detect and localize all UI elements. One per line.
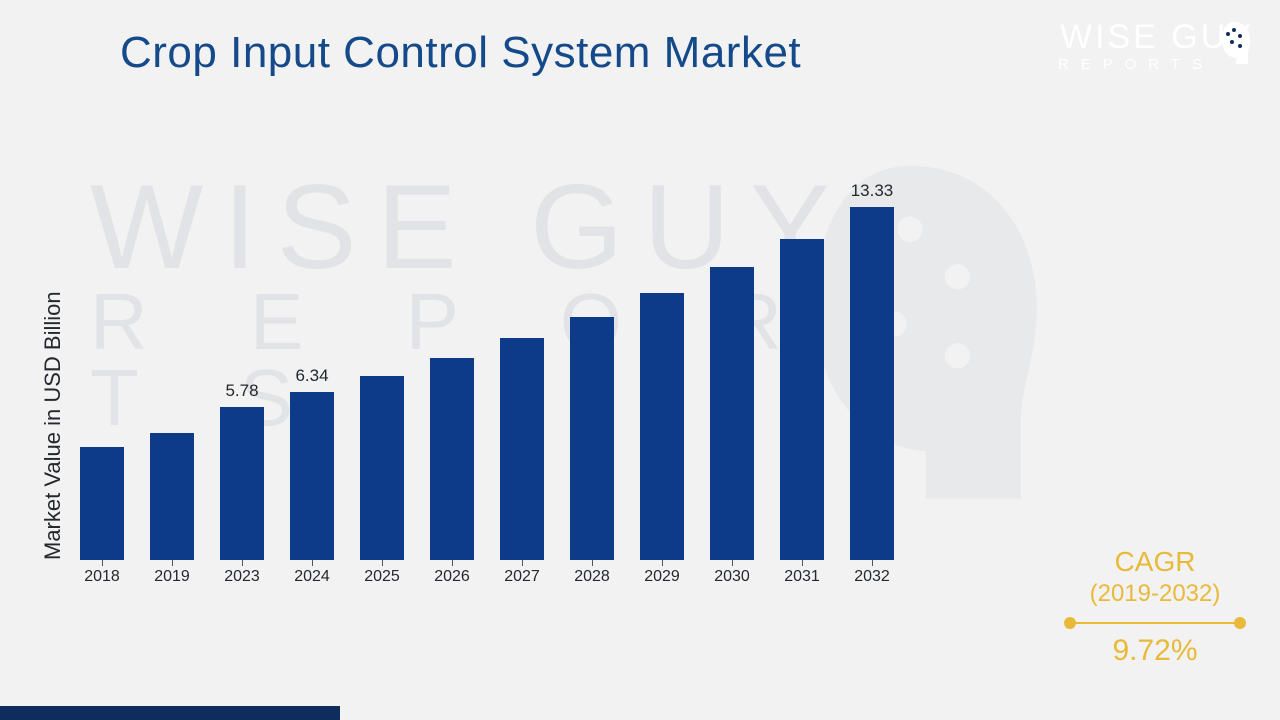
bar — [360, 376, 404, 560]
bar — [780, 239, 824, 560]
x-tick-label: 2019 — [137, 568, 207, 586]
tick-mark — [452, 560, 453, 566]
x-tick-label: 2025 — [347, 568, 417, 586]
cagr-box: CAGR (2019-2032) 9.72% — [1060, 546, 1250, 668]
cagr-value: 9.72% — [1060, 634, 1250, 668]
cagr-range: (2019-2032) — [1060, 580, 1250, 608]
x-tick-label: 2030 — [697, 568, 767, 586]
plot-area: 2018201920235.7820246.342025202620272028… — [76, 150, 906, 560]
bar — [80, 447, 124, 560]
bar — [640, 293, 684, 560]
tick-mark — [662, 560, 663, 566]
tick-mark — [102, 560, 103, 566]
x-tick-label: 2027 — [487, 568, 557, 586]
tick-mark — [732, 560, 733, 566]
x-tick-label: 2028 — [557, 568, 627, 586]
x-tick-label: 2031 — [767, 568, 837, 586]
tick-mark — [592, 560, 593, 566]
chart-title: Crop Input Control System Market — [120, 28, 801, 78]
bar-value-label: 6.34 — [277, 366, 347, 386]
y-axis-label: Market Value in USD Billion — [40, 291, 66, 560]
bar-chart: 2018201920235.7820246.342025202620272028… — [76, 150, 906, 582]
tick-mark — [172, 560, 173, 566]
tick-mark — [872, 560, 873, 566]
bar — [710, 267, 754, 560]
bar — [220, 407, 264, 560]
cagr-title: CAGR — [1060, 546, 1250, 578]
bar — [150, 433, 194, 560]
bar — [570, 317, 614, 560]
tick-mark — [312, 560, 313, 566]
logo-sub-text: REPORTS — [994, 56, 1214, 73]
footer-strip — [0, 706, 340, 720]
x-tick-label: 2026 — [417, 568, 487, 586]
x-tick-label: 2018 — [67, 568, 137, 586]
x-tick-label: 2032 — [837, 568, 907, 586]
bar — [430, 358, 474, 560]
bar-value-label: 5.78 — [207, 381, 277, 401]
tick-mark — [802, 560, 803, 566]
brand-logo: WISE GUY REPORTS — [994, 20, 1254, 73]
x-tick-label: 2024 — [277, 568, 347, 586]
x-tick-label: 2029 — [627, 568, 697, 586]
head-icon — [1214, 20, 1254, 68]
bar — [290, 392, 334, 560]
tick-mark — [522, 560, 523, 566]
bar — [500, 338, 544, 560]
tick-mark — [382, 560, 383, 566]
tick-mark — [242, 560, 243, 566]
cagr-divider — [1070, 622, 1240, 624]
bar-value-label: 13.33 — [837, 181, 907, 201]
x-tick-label: 2023 — [207, 568, 277, 586]
market-infographic: Crop Input Control System Market WISE GU… — [0, 0, 1280, 720]
bar — [850, 207, 894, 560]
